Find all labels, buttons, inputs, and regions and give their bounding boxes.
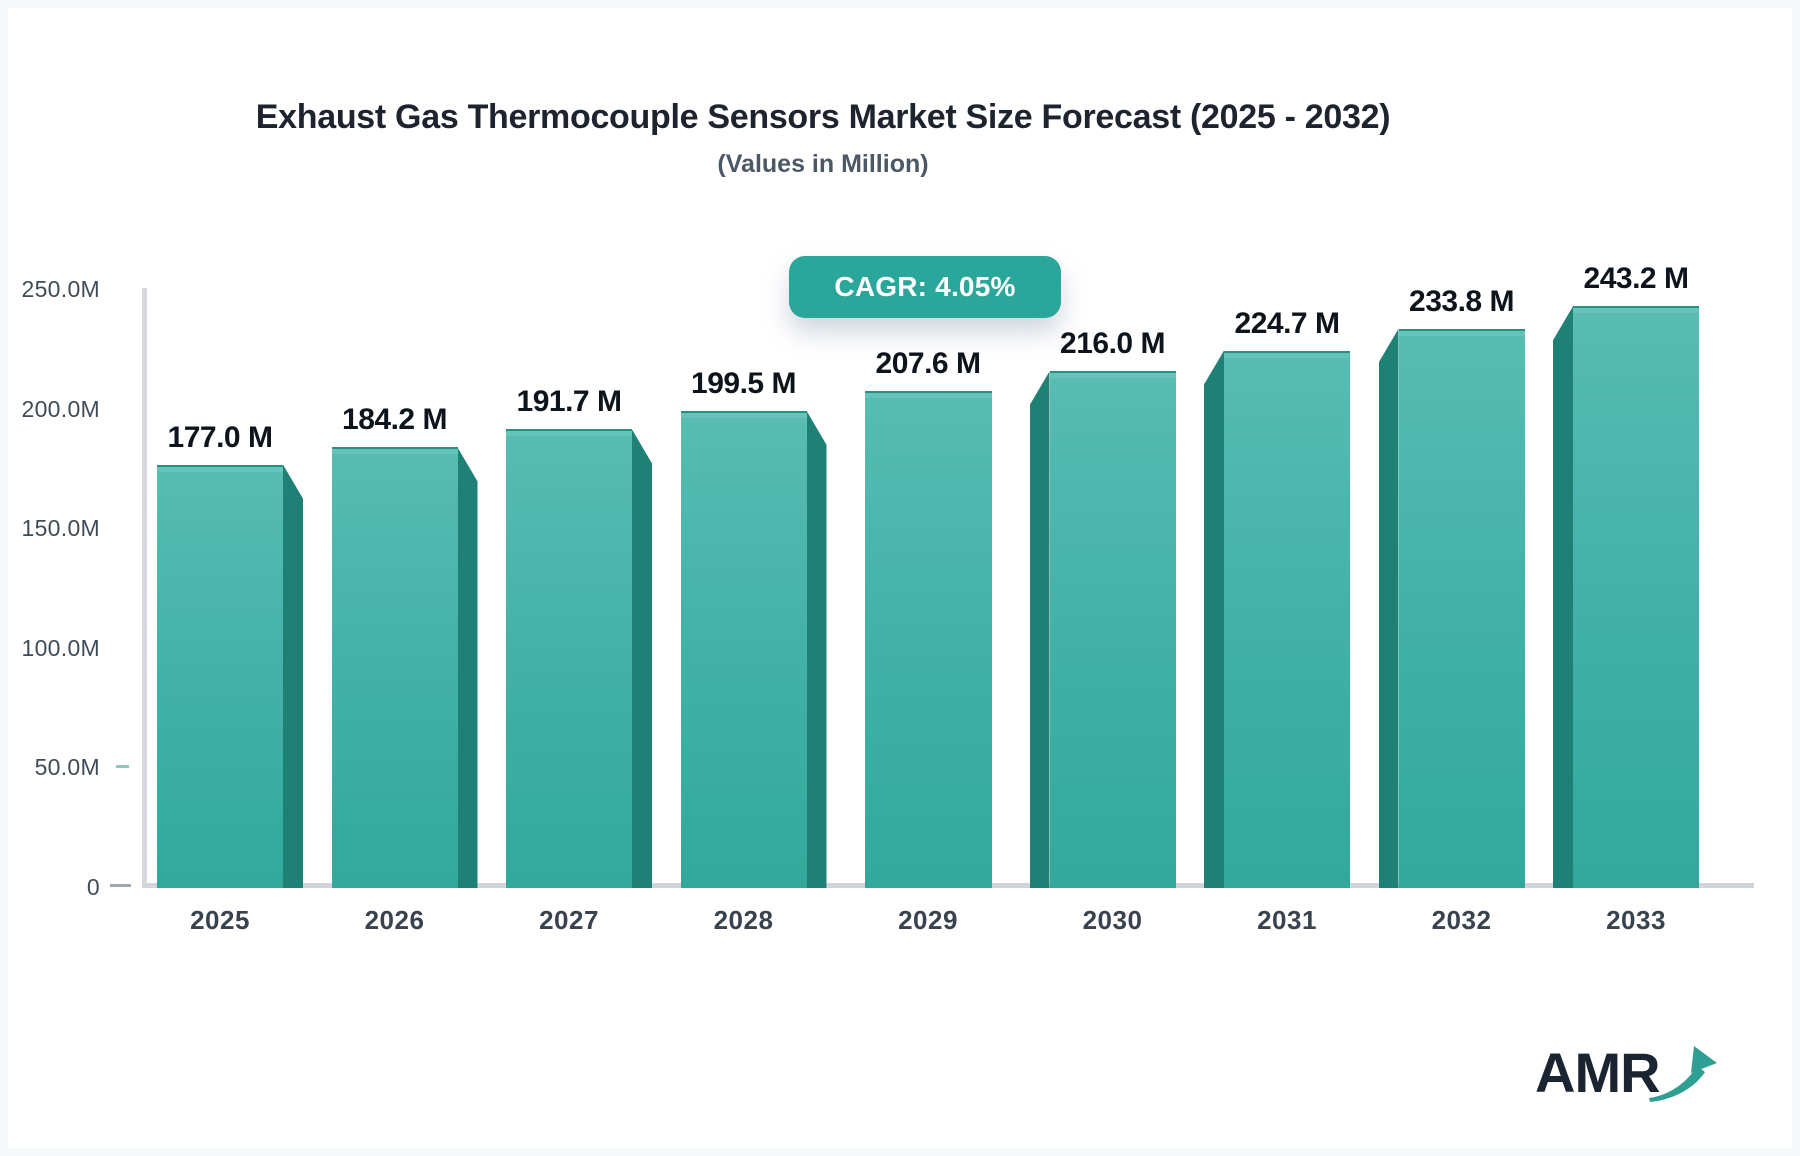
bar-2025 <box>157 464 283 888</box>
bar-side-face <box>1029 371 1050 888</box>
bar-2028 <box>680 410 807 888</box>
amr-logo: AMR <box>1535 1040 1785 1130</box>
amr-logo-text: AMR <box>1535 1041 1661 1104</box>
bar-side-face <box>283 464 303 888</box>
cagr-badge: CAGR: 4.05% <box>789 256 1061 318</box>
y-tick-label-250.0M: 250.0M <box>21 276 100 302</box>
bar-value-label-2029: 207.6 M <box>875 347 981 381</box>
y-tick-label-50.0M: 50.0M <box>34 754 100 781</box>
y-tick-mark-0 <box>110 884 131 887</box>
x-tick-label-2028: 2028 <box>713 905 774 935</box>
y-tick-label-0: 0 <box>86 874 100 900</box>
chart-card: Exhaust Gas Thermocouple Sensors Market … <box>8 8 1792 1148</box>
x-tick-label-2025: 2025 <box>190 905 250 935</box>
y-tick-mark-50m <box>116 765 129 768</box>
x-tick-label-2029: 2029 <box>898 905 958 935</box>
growth-arrow-icon <box>1649 1046 1717 1102</box>
bar-value-label-2026: 184.2 M <box>342 403 447 437</box>
x-tick-label-2032: 2032 <box>1431 905 1492 935</box>
bar-top-face <box>680 412 807 418</box>
bar-top-face <box>1224 352 1350 358</box>
bar-value-label-2031: 224.7 M <box>1234 306 1340 340</box>
bar-top-face <box>864 393 992 399</box>
bar-value-label-2028: 199.5 M <box>691 366 796 400</box>
bar-side-face <box>806 410 827 888</box>
bar-top-face <box>1049 373 1176 379</box>
bar-2032 <box>1398 328 1525 888</box>
bar-top-face <box>157 466 283 472</box>
y-tick-label-100.0M: 100.0M <box>21 634 100 661</box>
cagr-badge-label: CAGR: 4.05% <box>834 271 1016 302</box>
bar-top-face <box>506 431 632 437</box>
bar-2029 <box>864 391 992 888</box>
bar-chart: 0 50.0M 100.0M 150.0M 200.0M 250.0M 177.0 M 18… <box>8 8 1792 1148</box>
bar-value-label-2032: 233.8 M <box>1409 284 1514 318</box>
x-tick-label-2033: 2033 <box>1606 905 1666 935</box>
bar-side-face <box>457 447 478 888</box>
y-axis-line <box>142 288 147 888</box>
x-tick-label-2026: 2026 <box>364 905 425 935</box>
bar-2031 <box>1224 350 1350 888</box>
bar-top-face <box>331 449 458 455</box>
bar-2030 <box>1049 371 1176 888</box>
chart-subtitle: (Values in Million) <box>717 150 929 178</box>
bar-value-label-2033: 243.2 M <box>1583 262 1689 296</box>
bar-side-face <box>1553 306 1573 888</box>
x-tick-label-2027: 2027 <box>539 905 599 935</box>
bar-value-label-2027: 191.7 M <box>516 385 622 419</box>
bar-side-face <box>1378 328 1399 888</box>
bar-2033 <box>1573 306 1699 888</box>
y-tick-label-200.0M: 200.0M <box>21 395 100 422</box>
bar-value-label-2030: 216.0 M <box>1060 327 1165 361</box>
x-tick-label-2030: 2030 <box>1082 905 1143 935</box>
bar-2026 <box>331 447 458 888</box>
bar-2027 <box>506 429 632 888</box>
chart-title: Exhaust Gas Thermocouple Sensors Market … <box>255 98 1391 136</box>
x-tick-label-2031: 2031 <box>1257 905 1317 935</box>
bar-top-face <box>1398 330 1525 336</box>
bar-top-face <box>1573 308 1699 314</box>
y-tick-label-150.0M: 150.0M <box>21 515 100 542</box>
bar-side-face <box>1204 350 1224 888</box>
bar-side-face <box>632 429 652 888</box>
bar-value-label-2025: 177.0 M <box>167 420 273 454</box>
